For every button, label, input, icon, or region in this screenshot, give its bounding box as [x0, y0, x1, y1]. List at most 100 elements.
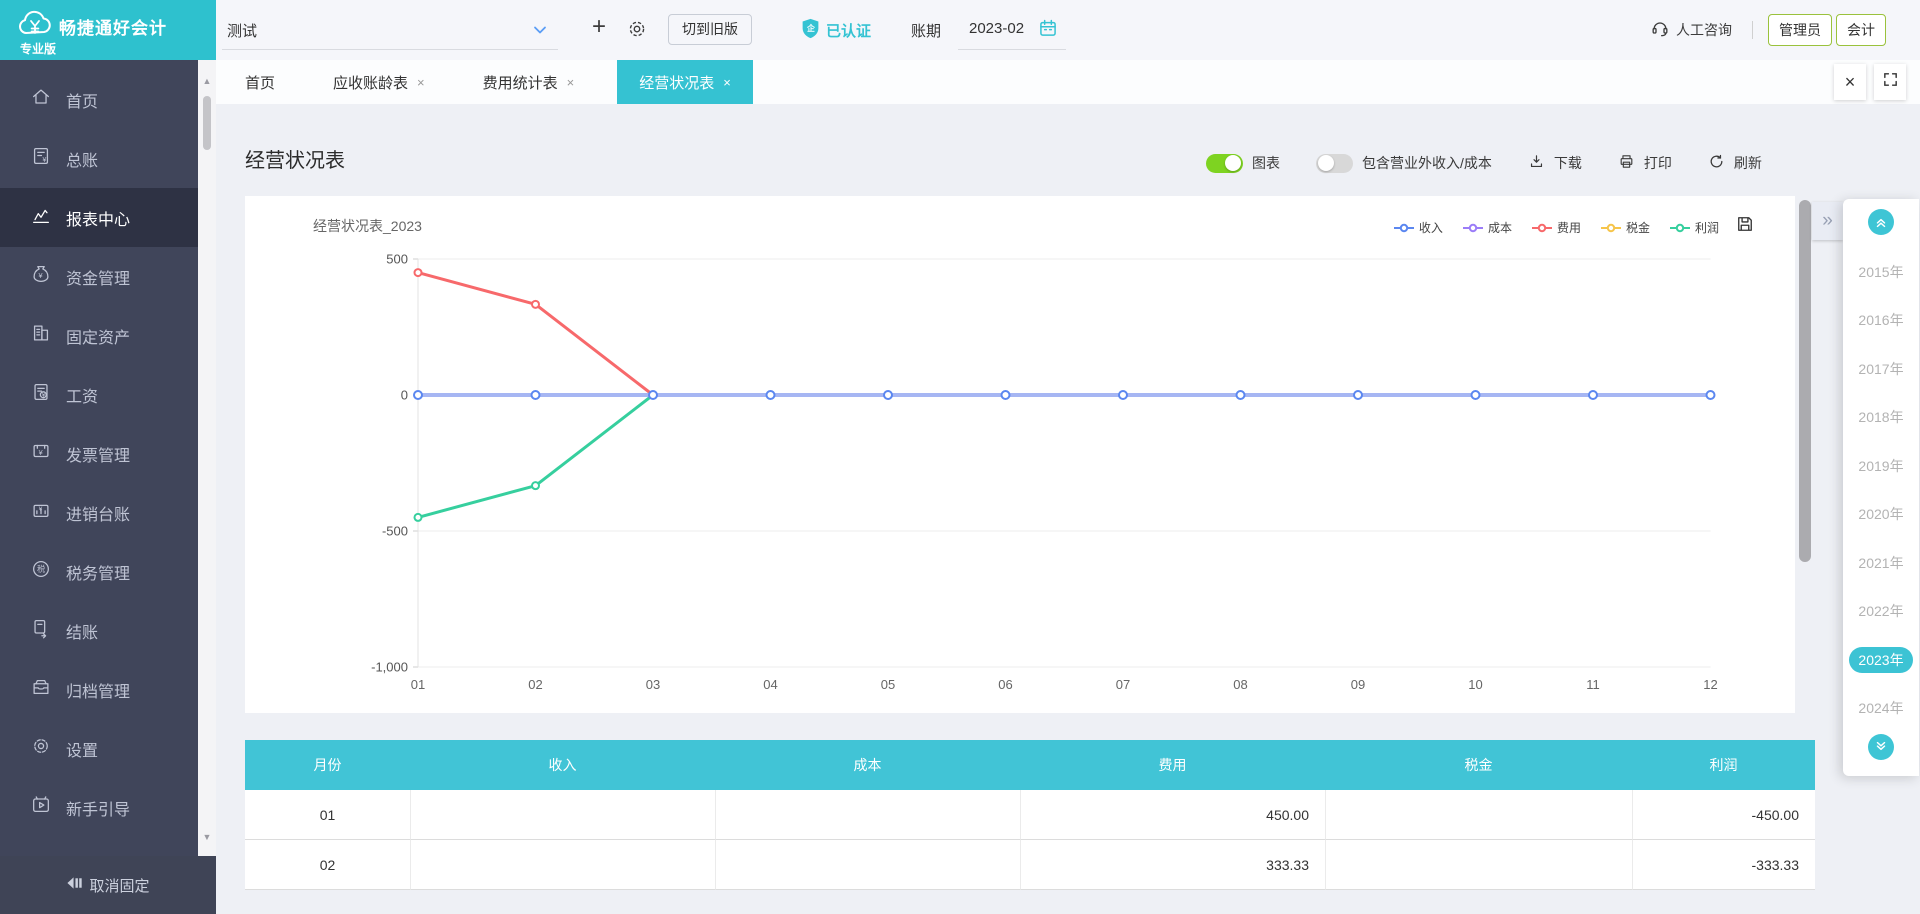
- svg-text:07: 07: [1116, 677, 1130, 692]
- sidebar-item-label: 总账: [66, 152, 99, 170]
- tab-label: 费用统计表: [482, 74, 558, 92]
- years-up-button[interactable]: [1868, 209, 1894, 235]
- legend-item-税金[interactable]: 税金: [1600, 219, 1650, 236]
- legend-item-收入[interactable]: 收入: [1393, 219, 1443, 236]
- sidebar-item-fixed-assets[interactable]: 固定资产: [0, 306, 200, 365]
- year-item-2020[interactable]: 2020年: [1843, 490, 1919, 538]
- sidebar-item-payroll[interactable]: ¥ 工资: [0, 365, 200, 424]
- close-all-tabs-button[interactable]: ×: [1834, 64, 1866, 100]
- table-row[interactable]: 02 333.33 -333.33: [245, 840, 1815, 890]
- include-nonoperating-toggle-group[interactable]: 包含营业外收入/成本: [1316, 153, 1492, 173]
- settings-gear-icon[interactable]: [626, 18, 648, 45]
- download-label: 下载: [1553, 155, 1582, 171]
- sidebar-item-label: 设置: [66, 742, 99, 760]
- refresh-button[interactable]: 刷新: [1708, 153, 1762, 173]
- table-row[interactable]: 01 450.00 -450.00: [245, 790, 1815, 840]
- sidebar-item-label: 工资: [66, 388, 99, 406]
- year-label: 2021年: [1858, 554, 1904, 571]
- year-label: 2017年: [1858, 360, 1904, 377]
- chart-toggle-group[interactable]: 图表: [1206, 153, 1280, 173]
- tab-expense-stats[interactable]: 费用统计表 ×: [468, 60, 590, 104]
- tab-receivable-aging[interactable]: 应收账龄表 ×: [318, 60, 440, 104]
- year-item-2018[interactable]: 2018年: [1843, 393, 1919, 441]
- legend-item-利润[interactable]: 利润: [1669, 219, 1719, 236]
- legend-label: 成本: [1487, 221, 1512, 235]
- tab-operating-status[interactable]: 经营状况表 ×: [617, 60, 753, 104]
- content-scroll-thumb[interactable]: [1799, 200, 1811, 562]
- table-cell: [1325, 840, 1632, 890]
- sidebar-item-funds[interactable]: ¥ 资金管理: [0, 247, 200, 306]
- switch-old-version-button[interactable]: 切到旧版: [668, 14, 752, 45]
- download-button[interactable]: 下载: [1528, 153, 1582, 173]
- sidebar-item-label: 结账: [66, 624, 99, 642]
- scroll-up-icon[interactable]: ▲: [202, 76, 212, 86]
- year-item-2019[interactable]: 2019年: [1843, 442, 1919, 490]
- certified-badge[interactable]: 企 已认证: [800, 17, 871, 44]
- sidebar-scrollbar[interactable]: ▲ ▼: [198, 60, 216, 858]
- report-controls: 图表 包含营业外收入/成本 下载 打印: [1206, 150, 1762, 176]
- tab-home[interactable]: 首页: [230, 60, 290, 104]
- role-badge-admin[interactable]: 管理员: [1768, 14, 1832, 46]
- sidebar-item-settings[interactable]: 设置: [0, 719, 200, 778]
- legend-marker-icon: [1669, 223, 1690, 232]
- tab-close-icon[interactable]: ×: [723, 74, 731, 90]
- sidebar-item-beginner-guide[interactable]: 新手引导: [0, 778, 200, 837]
- shield-icon: 企: [800, 17, 821, 44]
- account-select[interactable]: 测试: [227, 23, 258, 40]
- year-label: 2018年: [1858, 409, 1904, 426]
- svg-text:-500: -500: [382, 524, 408, 539]
- new-tab-button[interactable]: +: [591, 13, 606, 40]
- years-down-button[interactable]: [1868, 734, 1894, 760]
- table-cell: 333.33: [1020, 840, 1325, 890]
- sidebar-item-label: 资金管理: [66, 270, 131, 288]
- print-button[interactable]: 打印: [1618, 153, 1672, 173]
- include-nonoperating-toggle[interactable]: [1316, 153, 1353, 173]
- sidebar-item-general-ledger[interactable]: ¥ 总账: [0, 129, 200, 188]
- sidebar-item-archive[interactable]: 归档管理: [0, 660, 200, 719]
- table-cell: -450.00: [1632, 790, 1815, 840]
- sidebar-item-report-center[interactable]: 报表中心: [0, 188, 200, 247]
- sidebar-item-tax[interactable]: 税 税务管理: [0, 542, 200, 601]
- svg-text:¥: ¥: [39, 506, 43, 513]
- brand-edition: 专业版: [20, 42, 57, 56]
- year-item-2015[interactable]: 2015年: [1843, 248, 1919, 296]
- chart-toggle[interactable]: [1206, 153, 1243, 173]
- tab-close-icon[interactable]: ×: [417, 74, 425, 90]
- year-item-2021[interactable]: 2021年: [1843, 539, 1919, 587]
- role-badge-accountant[interactable]: 会计: [1836, 14, 1886, 46]
- year-item-2022[interactable]: 2022年: [1843, 587, 1919, 635]
- legend-item-费用[interactable]: 费用: [1531, 219, 1581, 236]
- sidebar-scroll-thumb[interactable]: [203, 96, 211, 150]
- funds-icon: ¥: [30, 263, 52, 290]
- sidebar-item-invoice[interactable]: ¥ 发票管理: [0, 424, 200, 483]
- support-link[interactable]: 人工咨询: [1650, 18, 1732, 41]
- period-value[interactable]: 2023-02: [969, 20, 1025, 37]
- year-item-2023[interactable]: 2023年: [1843, 636, 1919, 684]
- tab-close-icon[interactable]: ×: [566, 74, 575, 90]
- fullscreen-button[interactable]: [1874, 64, 1906, 100]
- sidebar-item-label: 税务管理: [66, 565, 131, 583]
- year-item-2016[interactable]: 2016年: [1843, 296, 1919, 344]
- svg-text:08: 08: [1233, 677, 1247, 692]
- sidebar-item-purchase-sales[interactable]: ¥ 进销台账: [0, 483, 200, 542]
- brand-logo[interactable]: 畅捷通好会计 专业版: [0, 0, 216, 60]
- expand-panel-button[interactable]: »: [1812, 202, 1843, 240]
- calendar-icon[interactable]: [1038, 18, 1058, 43]
- sidebar-item-label: 新手引导: [66, 801, 131, 819]
- legend-item-成本[interactable]: 成本: [1462, 219, 1512, 236]
- chart-title: 经营状况表_2023: [313, 218, 422, 234]
- sidebar-item-home[interactable]: 首页: [0, 70, 200, 129]
- svg-text:¥: ¥: [39, 448, 44, 457]
- chevron-down-icon[interactable]: [532, 22, 548, 43]
- year-item-2017[interactable]: 2017年: [1843, 345, 1919, 393]
- svg-text:0: 0: [401, 388, 408, 403]
- year-item-2024[interactable]: 2024年: [1843, 684, 1919, 732]
- download-icon: [1528, 153, 1545, 173]
- unpin-sidebar-button[interactable]: 取消固定: [0, 856, 216, 914]
- home-icon: [30, 86, 52, 113]
- save-image-icon[interactable]: [1735, 214, 1755, 239]
- sidebar-item-promo[interactable]: “”推介有礼: [0, 837, 200, 856]
- scroll-down-icon[interactable]: ▼: [202, 832, 212, 842]
- sidebar-item-closing[interactable]: 结账: [0, 601, 200, 660]
